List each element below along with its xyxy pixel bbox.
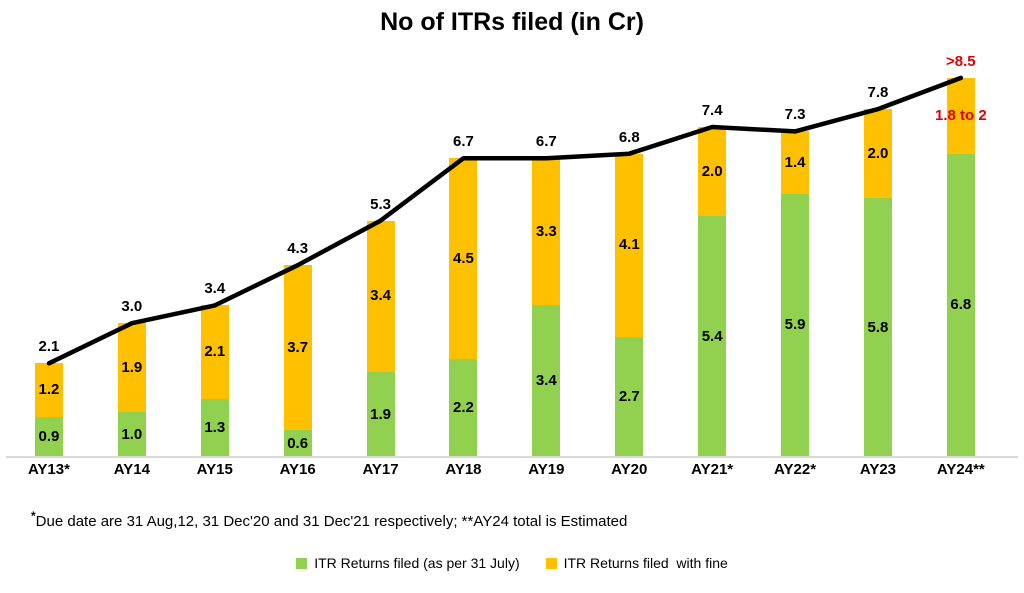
segment-label-orange: 2.0: [867, 144, 889, 162]
category-label: AY16: [279, 461, 316, 478]
total-label: 7.4: [701, 101, 723, 119]
category-label: AY14: [113, 461, 150, 478]
segment-label-orange: 1.8 to 2: [935, 106, 987, 124]
segment-label-green: 1.9: [370, 405, 391, 423]
total-label: 6.7: [453, 133, 474, 151]
category-label: AY18: [445, 461, 482, 478]
bar-segment-filed-green: [117, 412, 146, 457]
segment-label-green: 1.0: [121, 425, 143, 443]
bar-segment-fine-orange: [34, 363, 63, 417]
category-label: AY13*: [27, 461, 70, 478]
legend-label-filed-by-31-july: ITR Returns filed (as per 31 July): [314, 555, 520, 571]
segment-label-orange: 3.7: [287, 338, 309, 356]
segment-label-green: 1.3: [204, 419, 226, 436]
segment-label-orange: 1.9: [121, 358, 143, 376]
segment-label-green: 0.9: [38, 427, 60, 445]
segment-label-green: 3.4: [535, 372, 557, 390]
segment-label-orange: 4.5: [453, 249, 474, 267]
segment-label-green: 2.7: [618, 387, 640, 405]
segment-label-orange: 4.1: [618, 236, 640, 254]
legend: ITR Returns filed (as per 31 July) ITR R…: [0, 555, 1024, 571]
legend-swatch-green-icon: [296, 557, 308, 569]
legend-item-filed-by-31-july: ITR Returns filed (as per 31 July): [296, 555, 520, 571]
legend-item-filed-with-fine: ITR Returns filed with fine: [545, 555, 728, 571]
footnote-text: Due date are 31 Aug,12, 31 Dec'20 and 31…: [35, 513, 628, 530]
footnote: *Due date are 31 Aug,12, 31 Dec'20 and 3…: [31, 509, 627, 530]
total-label: 7.3: [784, 106, 806, 124]
total-label: 5.3: [370, 195, 391, 213]
segment-label-orange: 3.3: [535, 222, 557, 240]
segment-label-orange: 2.0: [701, 162, 723, 180]
category-label: AY15: [196, 461, 233, 478]
segment-label-orange: 1.4: [784, 153, 806, 171]
bar-segment-filed-green: [200, 399, 229, 457]
bar-segment-filed-green: [449, 358, 478, 457]
category-label: AY21*: [691, 461, 734, 478]
segment-label-green: 5.4: [701, 327, 723, 345]
category-label: AY22*: [774, 461, 817, 478]
segment-label-green: 6.8: [950, 296, 972, 314]
segment-label-orange: 1.2: [38, 381, 60, 399]
segment-label-green: 5.8: [867, 318, 889, 336]
segment-label-orange: 3.4: [370, 287, 391, 305]
segment-label-orange: 2.1: [204, 343, 226, 361]
total-label: 6.7: [535, 133, 557, 151]
total-label: 3.0: [121, 298, 143, 316]
total-label: 7.8: [867, 84, 889, 102]
total-label: 4.3: [287, 240, 309, 258]
x-axis-line: [6, 456, 1018, 458]
category-label: AY19: [528, 461, 565, 478]
segment-label-green: 0.6: [287, 434, 309, 452]
segment-label-green: 5.9: [784, 316, 806, 334]
category-label: AY17: [362, 461, 399, 478]
bar-segment-filed-green: [366, 372, 395, 457]
legend-label-filed-with-fine: ITR Returns filed with fine: [563, 555, 728, 571]
bar-segment-filed-green: [283, 430, 312, 457]
legend-swatch-orange-icon: [545, 557, 557, 569]
footnote-asterisk: *: [31, 509, 36, 523]
total-label: 2.1: [38, 338, 60, 356]
segment-label-green: 2.2: [453, 398, 474, 416]
chart-title: No of ITRs filed (in Cr): [380, 8, 644, 36]
category-label: AY20: [611, 461, 648, 478]
category-label: AY24**: [936, 461, 985, 478]
total-label: 3.4: [204, 280, 226, 298]
category-label: AY23: [859, 461, 897, 478]
total-label: 6.8: [618, 128, 640, 146]
total-label: >8.5: [946, 52, 976, 70]
bar-segment-filed-green: [34, 416, 63, 457]
